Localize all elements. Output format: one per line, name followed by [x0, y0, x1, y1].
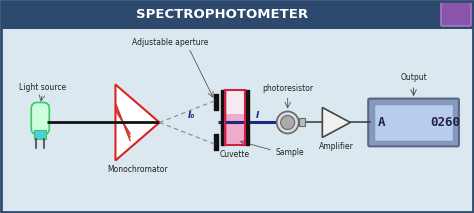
Text: I: I — [255, 111, 259, 121]
Text: Adjustable aperture: Adjustable aperture — [132, 38, 209, 47]
FancyBboxPatch shape — [299, 118, 305, 127]
Circle shape — [281, 115, 295, 130]
Text: Cuvette: Cuvette — [220, 150, 250, 160]
FancyBboxPatch shape — [225, 114, 245, 145]
Polygon shape — [116, 85, 159, 160]
FancyBboxPatch shape — [225, 91, 245, 114]
FancyBboxPatch shape — [368, 99, 459, 146]
Text: Output: Output — [400, 73, 427, 82]
Text: A: A — [378, 116, 385, 129]
Text: photoresistor: photoresistor — [262, 85, 313, 94]
FancyBboxPatch shape — [374, 104, 454, 141]
Text: I₀: I₀ — [188, 111, 195, 121]
Text: Sample: Sample — [275, 148, 304, 157]
Circle shape — [277, 111, 299, 134]
FancyBboxPatch shape — [441, 2, 471, 26]
FancyBboxPatch shape — [31, 102, 49, 134]
FancyBboxPatch shape — [34, 131, 46, 140]
Text: Light source: Light source — [19, 83, 66, 92]
Text: Monochromator: Monochromator — [107, 166, 168, 174]
FancyBboxPatch shape — [1, 1, 473, 29]
Text: Amplifier: Amplifier — [319, 142, 354, 151]
Text: 0260: 0260 — [430, 116, 460, 129]
Text: SPECTROPHOTOMETER: SPECTROPHOTOMETER — [136, 9, 308, 22]
Polygon shape — [322, 108, 350, 137]
